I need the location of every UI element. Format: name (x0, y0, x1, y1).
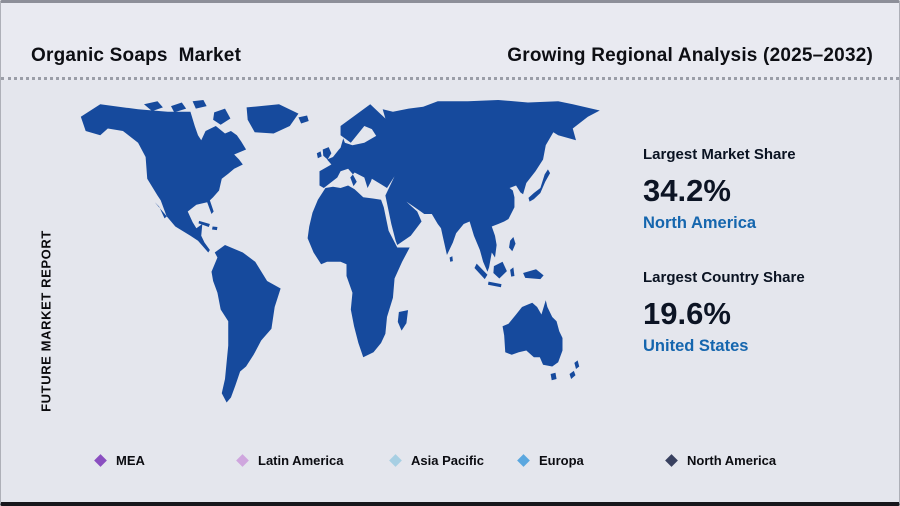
legend-item-asia-pacific: Asia Pacific (389, 450, 484, 470)
region-legend: MEA Latin America Asia Pacific Europa No… (1, 450, 899, 472)
legend-label: MEA (116, 452, 145, 468)
diamond-icon (236, 453, 249, 467)
stat-label: Largest Country Share (643, 269, 805, 286)
brand-watermark: FUTURE MARKET REPORT (38, 230, 54, 412)
diamond-icon (517, 453, 530, 467)
stat-market-share: Largest Market Share 34.2% North America (643, 146, 883, 233)
legend-item-mea: MEA (94, 450, 145, 470)
legend-label: Asia Pacific (411, 452, 484, 468)
legend-item-latin-america: Latin America (236, 450, 344, 470)
diamond-icon (665, 453, 678, 467)
header: Organic Soaps Market Growing Regional An… (1, 3, 899, 80)
legend-label: North America (687, 452, 777, 468)
legend-item-europa: Europa (517, 450, 584, 470)
world-map-svg (80, 99, 600, 403)
stat-value: 34.2% (643, 173, 731, 208)
stat-region: North America (643, 214, 757, 232)
world-landmass (80, 99, 600, 403)
world-map (63, 95, 603, 405)
stat-country-share: Largest Country Share 19.6% United State… (643, 269, 883, 356)
stat-value: 19.6% (643, 296, 731, 331)
legend-label: Latin America (258, 452, 344, 468)
stats-panel: Largest Market Share 34.2% North America… (643, 146, 883, 392)
report-subtitle: Growing Regional Analysis (2025–2032) (507, 45, 873, 66)
stat-region: United States (643, 337, 749, 355)
legend-label: Europa (539, 452, 584, 468)
diamond-icon (94, 453, 107, 467)
market-title: Organic Soaps Market (31, 45, 242, 66)
diamond-icon (389, 453, 402, 467)
legend-item-north-america: North America (665, 450, 777, 470)
stat-label: Largest Market Share (643, 146, 796, 163)
